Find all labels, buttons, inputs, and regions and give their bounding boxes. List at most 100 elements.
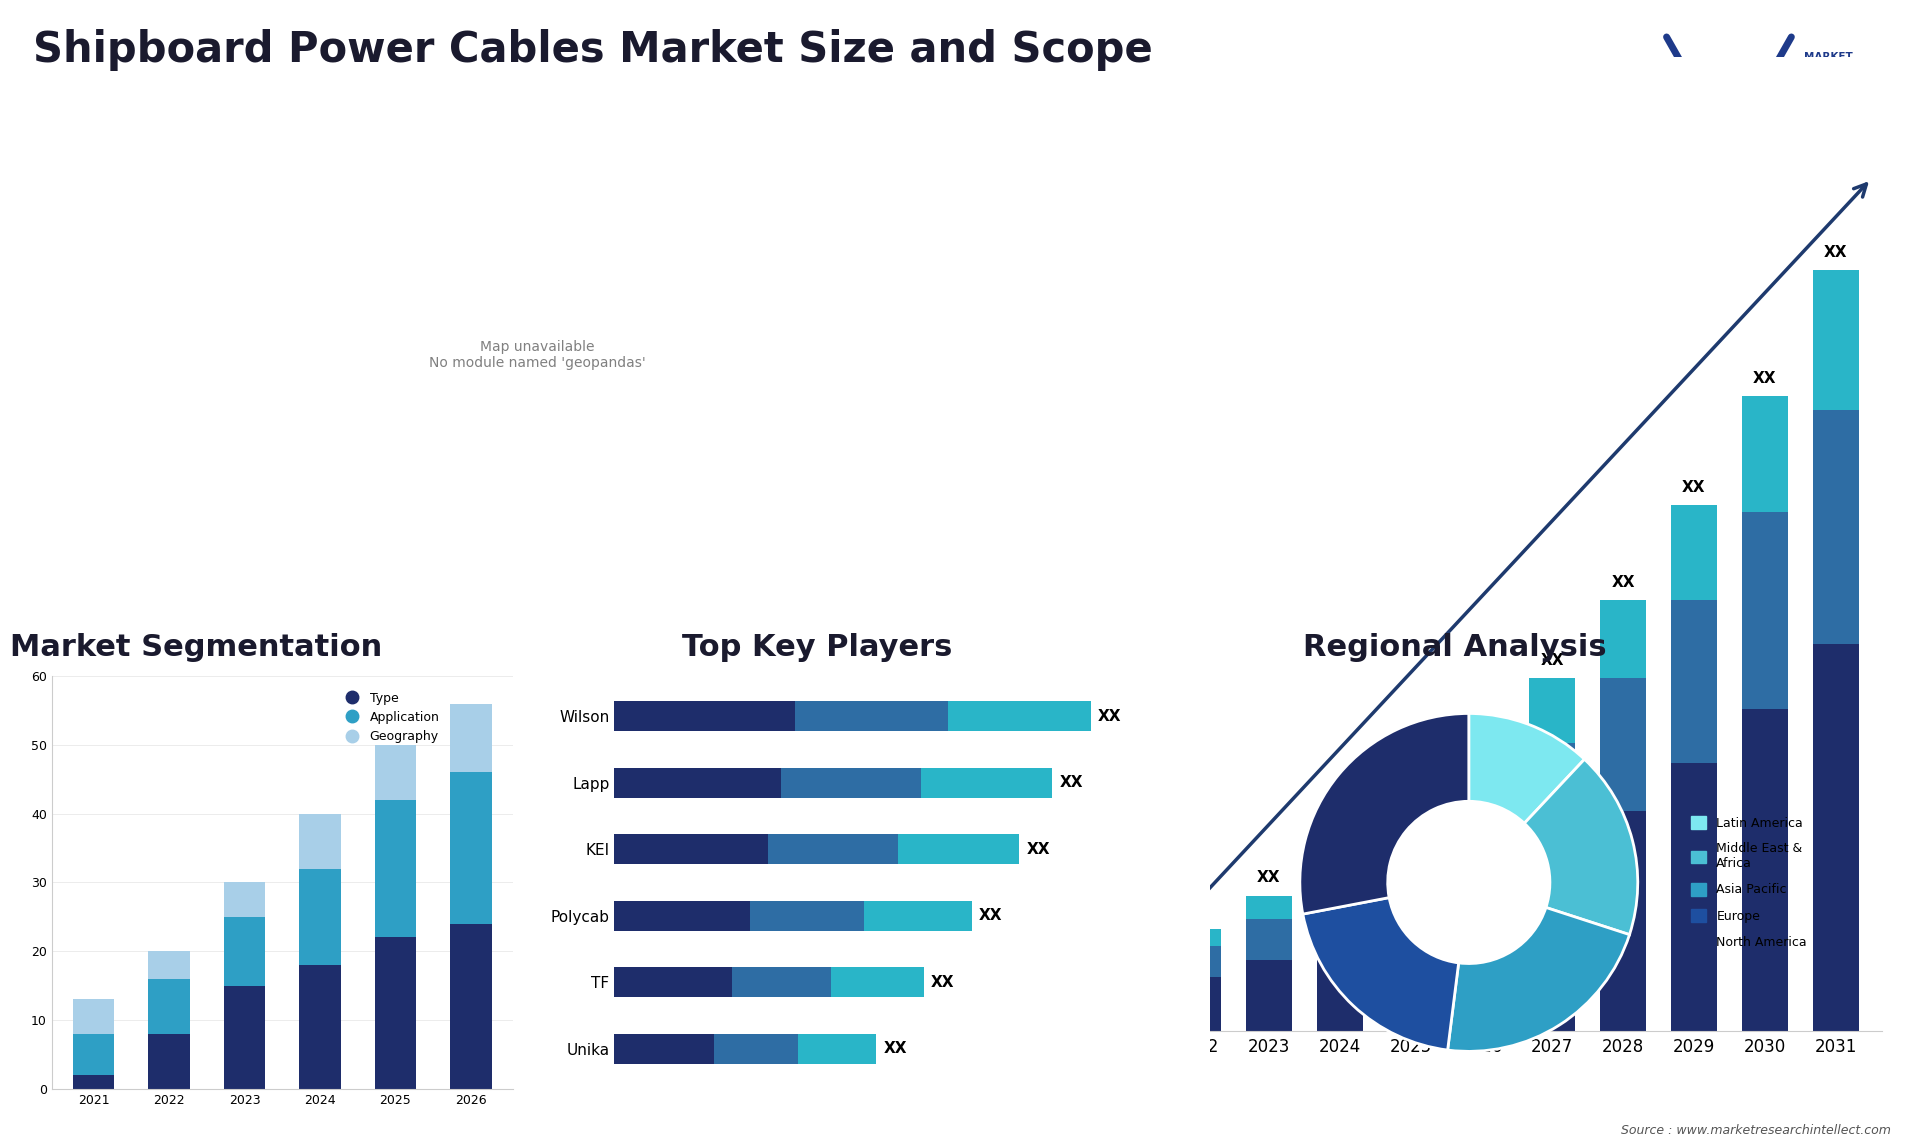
Text: Shipboard Power Cables Market Size and Scope: Shipboard Power Cables Market Size and S…: [33, 29, 1152, 71]
Text: XX: XX: [1187, 904, 1210, 919]
Bar: [899, 834, 1020, 864]
Wedge shape: [1524, 760, 1638, 935]
Text: XX: XX: [1098, 708, 1121, 723]
Wedge shape: [1304, 897, 1459, 1050]
Wedge shape: [1448, 908, 1630, 1051]
Text: RESEARCH: RESEARCH: [1803, 71, 1866, 81]
Bar: [374, 937, 417, 1089]
Bar: [1104, 990, 1150, 1031]
Bar: [1175, 929, 1221, 947]
Bar: [73, 1075, 115, 1089]
Bar: [795, 701, 948, 731]
Bar: [614, 768, 781, 798]
Bar: [73, 1034, 115, 1075]
Text: XX: XX: [1824, 245, 1847, 260]
Bar: [148, 979, 190, 1034]
Bar: [449, 704, 492, 772]
Text: XX: XX: [1682, 480, 1705, 495]
Text: XX: XX: [931, 975, 954, 990]
Bar: [1246, 895, 1292, 919]
Bar: [1599, 678, 1645, 810]
Text: Top Key Players: Top Key Players: [682, 633, 952, 662]
Text: XX: XX: [1027, 841, 1050, 857]
Bar: [1459, 746, 1505, 796]
Text: XX: XX: [1469, 721, 1494, 736]
Bar: [1599, 601, 1645, 678]
Bar: [1459, 796, 1505, 886]
Bar: [1388, 807, 1434, 848]
Bar: [1317, 855, 1363, 886]
Bar: [948, 701, 1091, 731]
Bar: [781, 768, 922, 798]
Text: Source : www.marketresearchintellect.com: Source : www.marketresearchintellect.com: [1620, 1124, 1891, 1137]
Bar: [1317, 940, 1363, 1031]
Bar: [1741, 397, 1788, 511]
Bar: [1812, 644, 1859, 1031]
Text: XX: XX: [1611, 575, 1634, 590]
Bar: [732, 967, 831, 997]
Bar: [1388, 916, 1434, 1031]
Bar: [1175, 978, 1221, 1031]
Bar: [1246, 960, 1292, 1031]
Bar: [614, 834, 768, 864]
Bar: [922, 768, 1052, 798]
Text: XX: XX: [1400, 782, 1423, 796]
Text: XX: XX: [883, 1042, 906, 1057]
Text: XX: XX: [979, 908, 1002, 924]
Bar: [1528, 678, 1574, 743]
Text: XX: XX: [1753, 371, 1776, 386]
Bar: [374, 745, 417, 800]
Bar: [449, 924, 492, 1089]
Bar: [1104, 967, 1150, 990]
Wedge shape: [1300, 714, 1469, 915]
Bar: [1741, 708, 1788, 1031]
Bar: [225, 986, 265, 1089]
Bar: [614, 1034, 714, 1063]
Bar: [1670, 504, 1716, 601]
Bar: [1528, 743, 1574, 851]
Bar: [768, 834, 899, 864]
Bar: [300, 814, 340, 869]
Bar: [148, 951, 190, 979]
Polygon shape: [1653, 107, 1728, 142]
Bar: [300, 965, 340, 1089]
Text: Market Segmentation: Market Segmentation: [10, 633, 382, 662]
Bar: [1670, 763, 1716, 1031]
Bar: [614, 701, 795, 731]
Bar: [374, 800, 417, 937]
Bar: [714, 1034, 797, 1063]
Bar: [1812, 270, 1859, 409]
Bar: [614, 967, 732, 997]
Bar: [1599, 810, 1645, 1031]
Bar: [1528, 851, 1574, 1031]
Text: XX: XX: [1116, 928, 1139, 943]
Text: Map unavailable
No module named 'geopandas': Map unavailable No module named 'geopand…: [430, 340, 645, 370]
Bar: [797, 1034, 876, 1063]
Text: INTELLECT: INTELLECT: [1803, 92, 1866, 101]
Bar: [831, 967, 924, 997]
Bar: [1246, 919, 1292, 960]
Bar: [300, 869, 340, 965]
Wedge shape: [1469, 714, 1584, 823]
Circle shape: [1388, 801, 1549, 964]
Bar: [1388, 848, 1434, 916]
Bar: [864, 901, 972, 931]
Bar: [1317, 886, 1363, 940]
Bar: [449, 772, 492, 924]
Bar: [1104, 953, 1150, 967]
Legend: Type, Application, Geography: Type, Application, Geography: [334, 686, 444, 748]
Bar: [73, 999, 115, 1034]
Bar: [1175, 947, 1221, 978]
Bar: [614, 901, 751, 931]
Bar: [148, 1034, 190, 1089]
Text: Regional Analysis: Regional Analysis: [1302, 633, 1607, 662]
Bar: [225, 917, 265, 986]
Bar: [1670, 601, 1716, 763]
Text: XX: XX: [1258, 870, 1281, 886]
Text: MARKET: MARKET: [1803, 52, 1853, 62]
Text: XX: XX: [1329, 830, 1352, 845]
Bar: [1741, 511, 1788, 708]
Legend: Latin America, Middle East &
Africa, Asia Pacific, Europe, North America: Latin America, Middle East & Africa, Asi…: [1686, 811, 1812, 953]
Text: XX: XX: [1060, 775, 1083, 790]
Bar: [1812, 409, 1859, 644]
